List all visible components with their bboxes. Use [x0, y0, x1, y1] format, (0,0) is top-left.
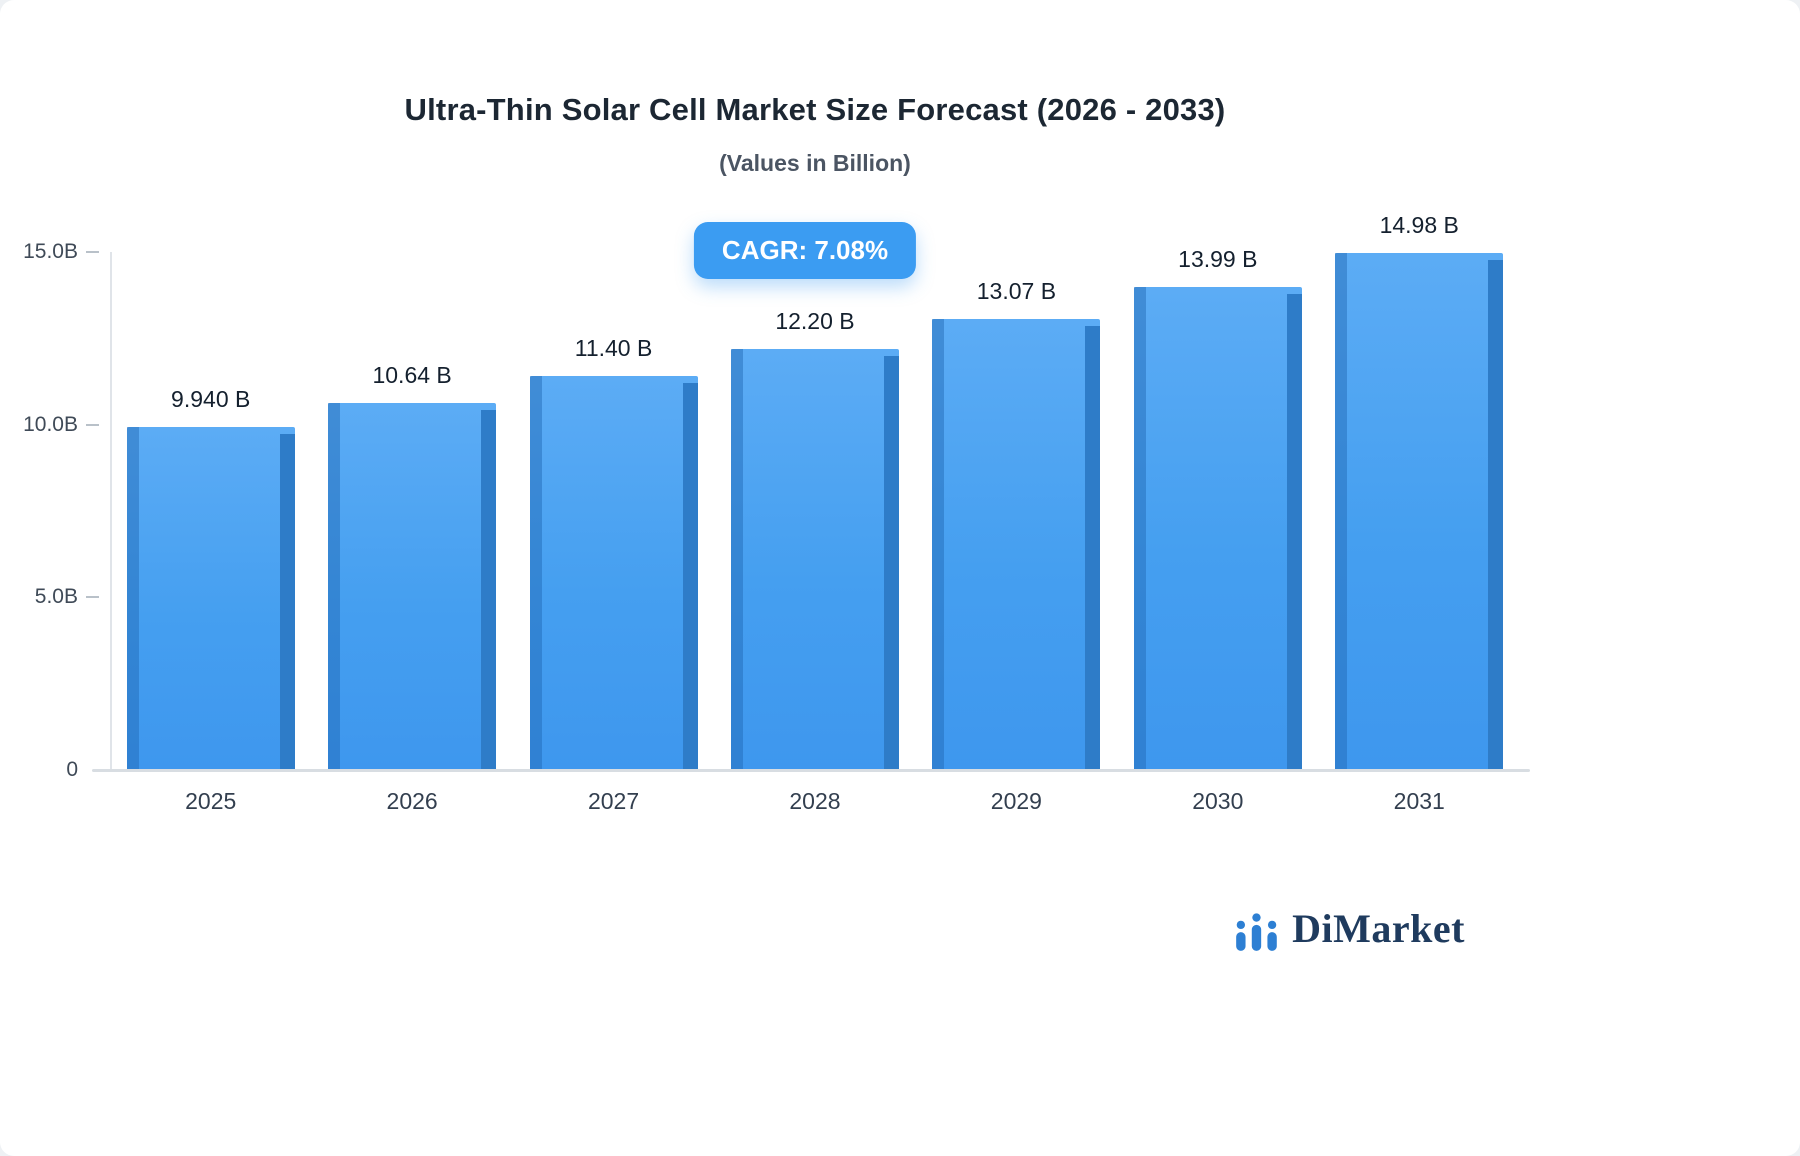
- y-axis-tick: [86, 423, 99, 426]
- bar-group: 10.64 B 2026: [311, 252, 512, 814]
- bar-2031: [1335, 252, 1504, 771]
- x-axis-label: 2026: [386, 788, 438, 814]
- chart-title: Ultra-Thin Solar Cell Market Size Foreca…: [404, 92, 1226, 127]
- bar-value-label: 11.40 B: [574, 335, 653, 362]
- bar-2028: [730, 348, 899, 771]
- y-axis-label: 5.0B: [34, 585, 78, 609]
- plot-area: 9.940 B 2025 10.64 B 2026 11.40 B 2027 12.20 B…: [92, 212, 1530, 814]
- x-axis-label: 2030: [1192, 788, 1244, 814]
- bar-value-label: 13.07 B: [976, 277, 1057, 304]
- y-axis-label: 10.0B: [23, 412, 78, 436]
- chart-header: Ultra-Thin Solar Cell Market Size Foreca…: [0, 92, 1630, 177]
- bar-value-label: 12.20 B: [775, 307, 855, 334]
- y-axis-tick: [86, 596, 99, 599]
- y-axis-label: 0: [66, 758, 78, 781]
- bar-2029: [932, 318, 1101, 771]
- x-axis-label: 2028: [789, 788, 841, 814]
- bar-value-label: 13.99 B: [1178, 245, 1258, 272]
- bar-group: 14.98 B 2031: [1319, 212, 1520, 814]
- bar-value-label: 10.64 B: [372, 361, 452, 388]
- bar-group: 9.940 B 2025: [110, 252, 311, 814]
- bar-chart-dots-icon: [1236, 913, 1277, 951]
- bar-value-label: 9.940 B: [171, 385, 251, 412]
- x-axis-label: 2025: [185, 788, 237, 814]
- y-axis: 0 5.0B 10.0B 15.0B: [0, 240, 100, 781]
- cagr-badge: CAGR: 7.08%: [693, 222, 917, 279]
- chart-subtitle: (Values in Billion): [719, 150, 911, 176]
- x-axis-label: 2027: [587, 788, 640, 814]
- y-axis-line: [110, 252, 112, 770]
- bar-group: 11.40 B 2027: [513, 252, 714, 814]
- bar-group: 12.20 B 2028: [714, 252, 915, 814]
- brand-logo-text: DiMarket: [1292, 905, 1465, 951]
- x-axis-label: 2031: [1393, 788, 1445, 814]
- y-axis-tick: [86, 251, 99, 253]
- brand-logo: DiMarket: [1234, 903, 1465, 953]
- x-axis-label: 2029: [990, 788, 1042, 814]
- bar-2025: [126, 426, 295, 771]
- bar-2027: [529, 376, 698, 770]
- bar-value-label: 14.98 B: [1379, 211, 1459, 238]
- x-axis-line: [92, 769, 1530, 772]
- y-axis-label: 15.0B: [23, 240, 78, 263]
- bar-group: 13.07 B 2029: [916, 252, 1117, 814]
- bar-2026: [328, 402, 497, 771]
- bar-2030: [1133, 286, 1302, 771]
- bar-group: 13.99 B 2030: [1117, 246, 1318, 814]
- bars-row: 9.940 B 2025 10.64 B 2026 11.40 B 2027 12.20 B…: [110, 212, 1520, 814]
